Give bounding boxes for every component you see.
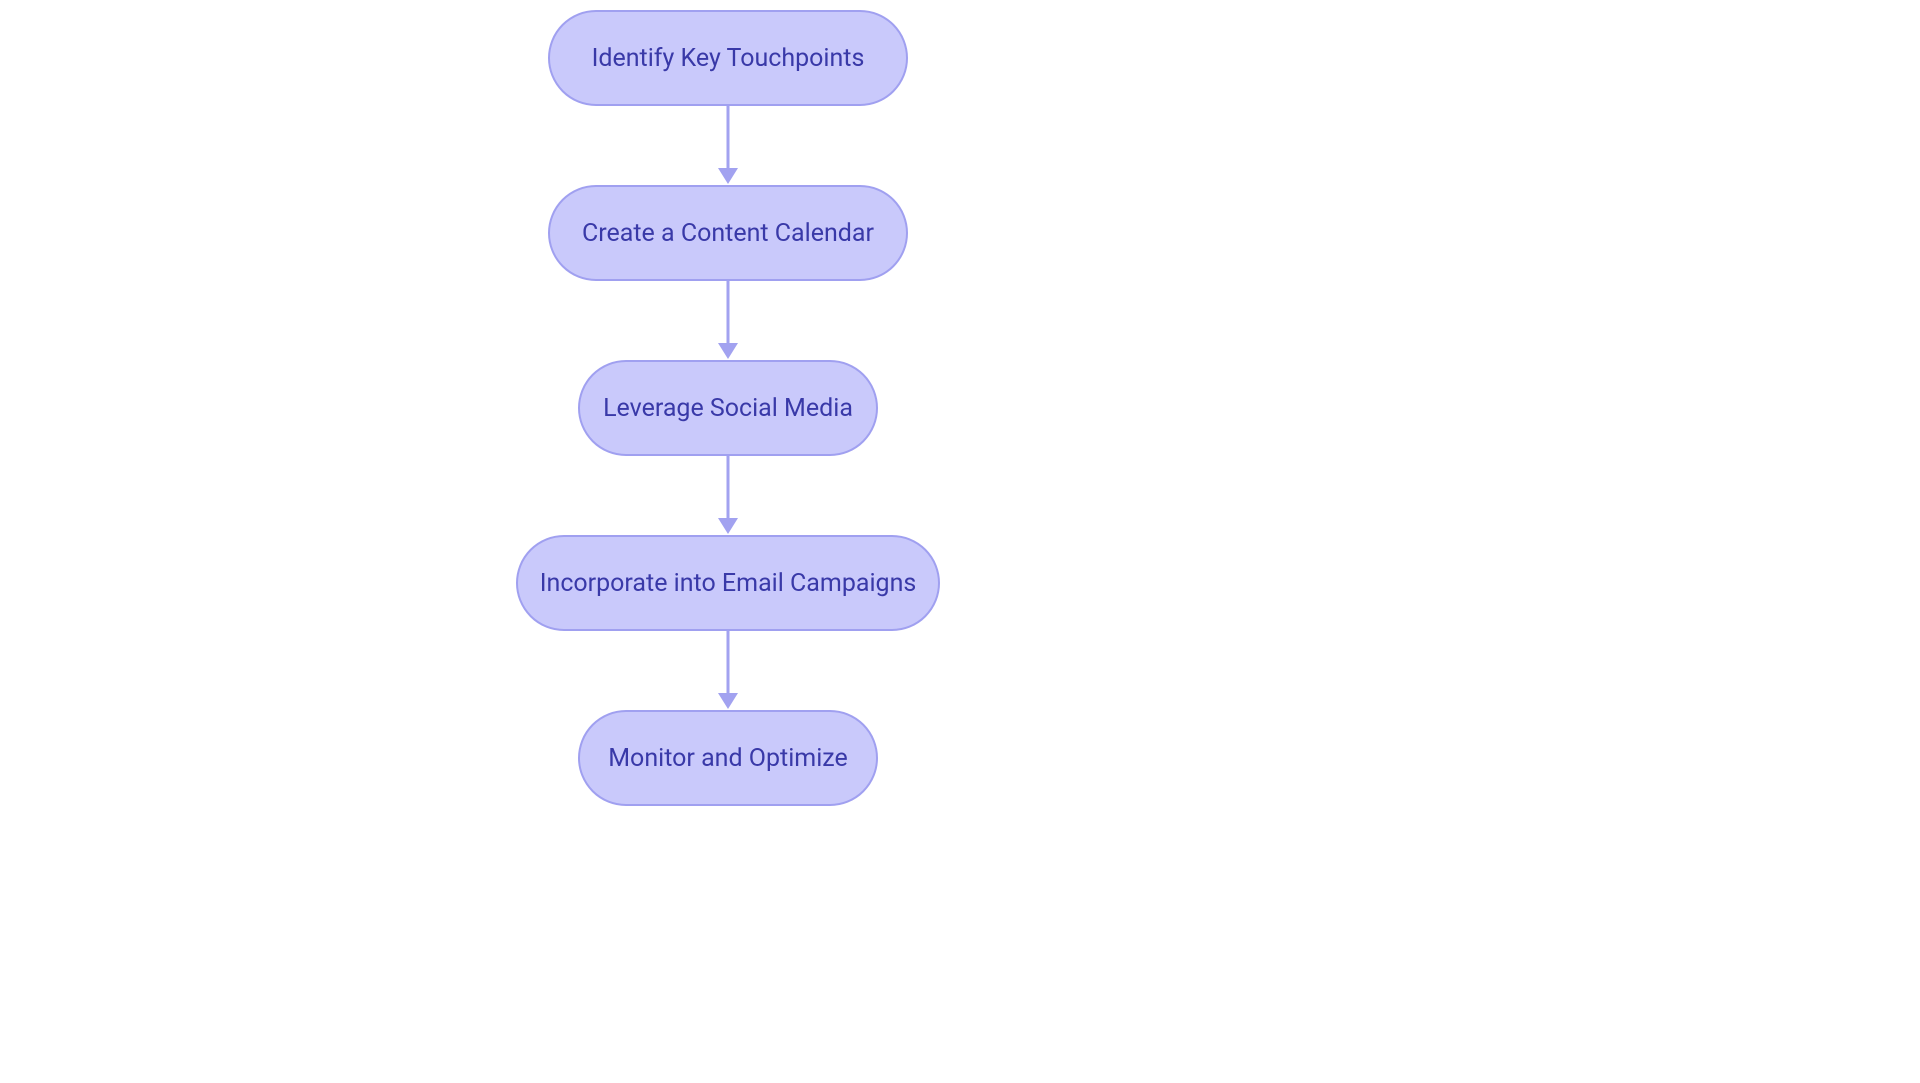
arrow-line [727,456,730,519]
flowchart-canvas: Identify Key Touchpoints Create a Content… [0,0,1920,1083]
flowchart-node: Incorporate into Email Campaigns [516,535,940,631]
flowchart-node: Monitor and Optimize [578,710,878,806]
arrow-head-icon [718,343,738,359]
arrow-head-icon [718,168,738,184]
arrow-head-icon [718,693,738,709]
arrow-line [727,106,730,169]
flowchart-node: Leverage Social Media [578,360,878,456]
flowchart-node: Create a Content Calendar [548,185,908,281]
flowchart-node: Identify Key Touchpoints [548,10,908,106]
arrow-head-icon [718,518,738,534]
arrow-line [727,281,730,344]
arrow-line [727,631,730,694]
